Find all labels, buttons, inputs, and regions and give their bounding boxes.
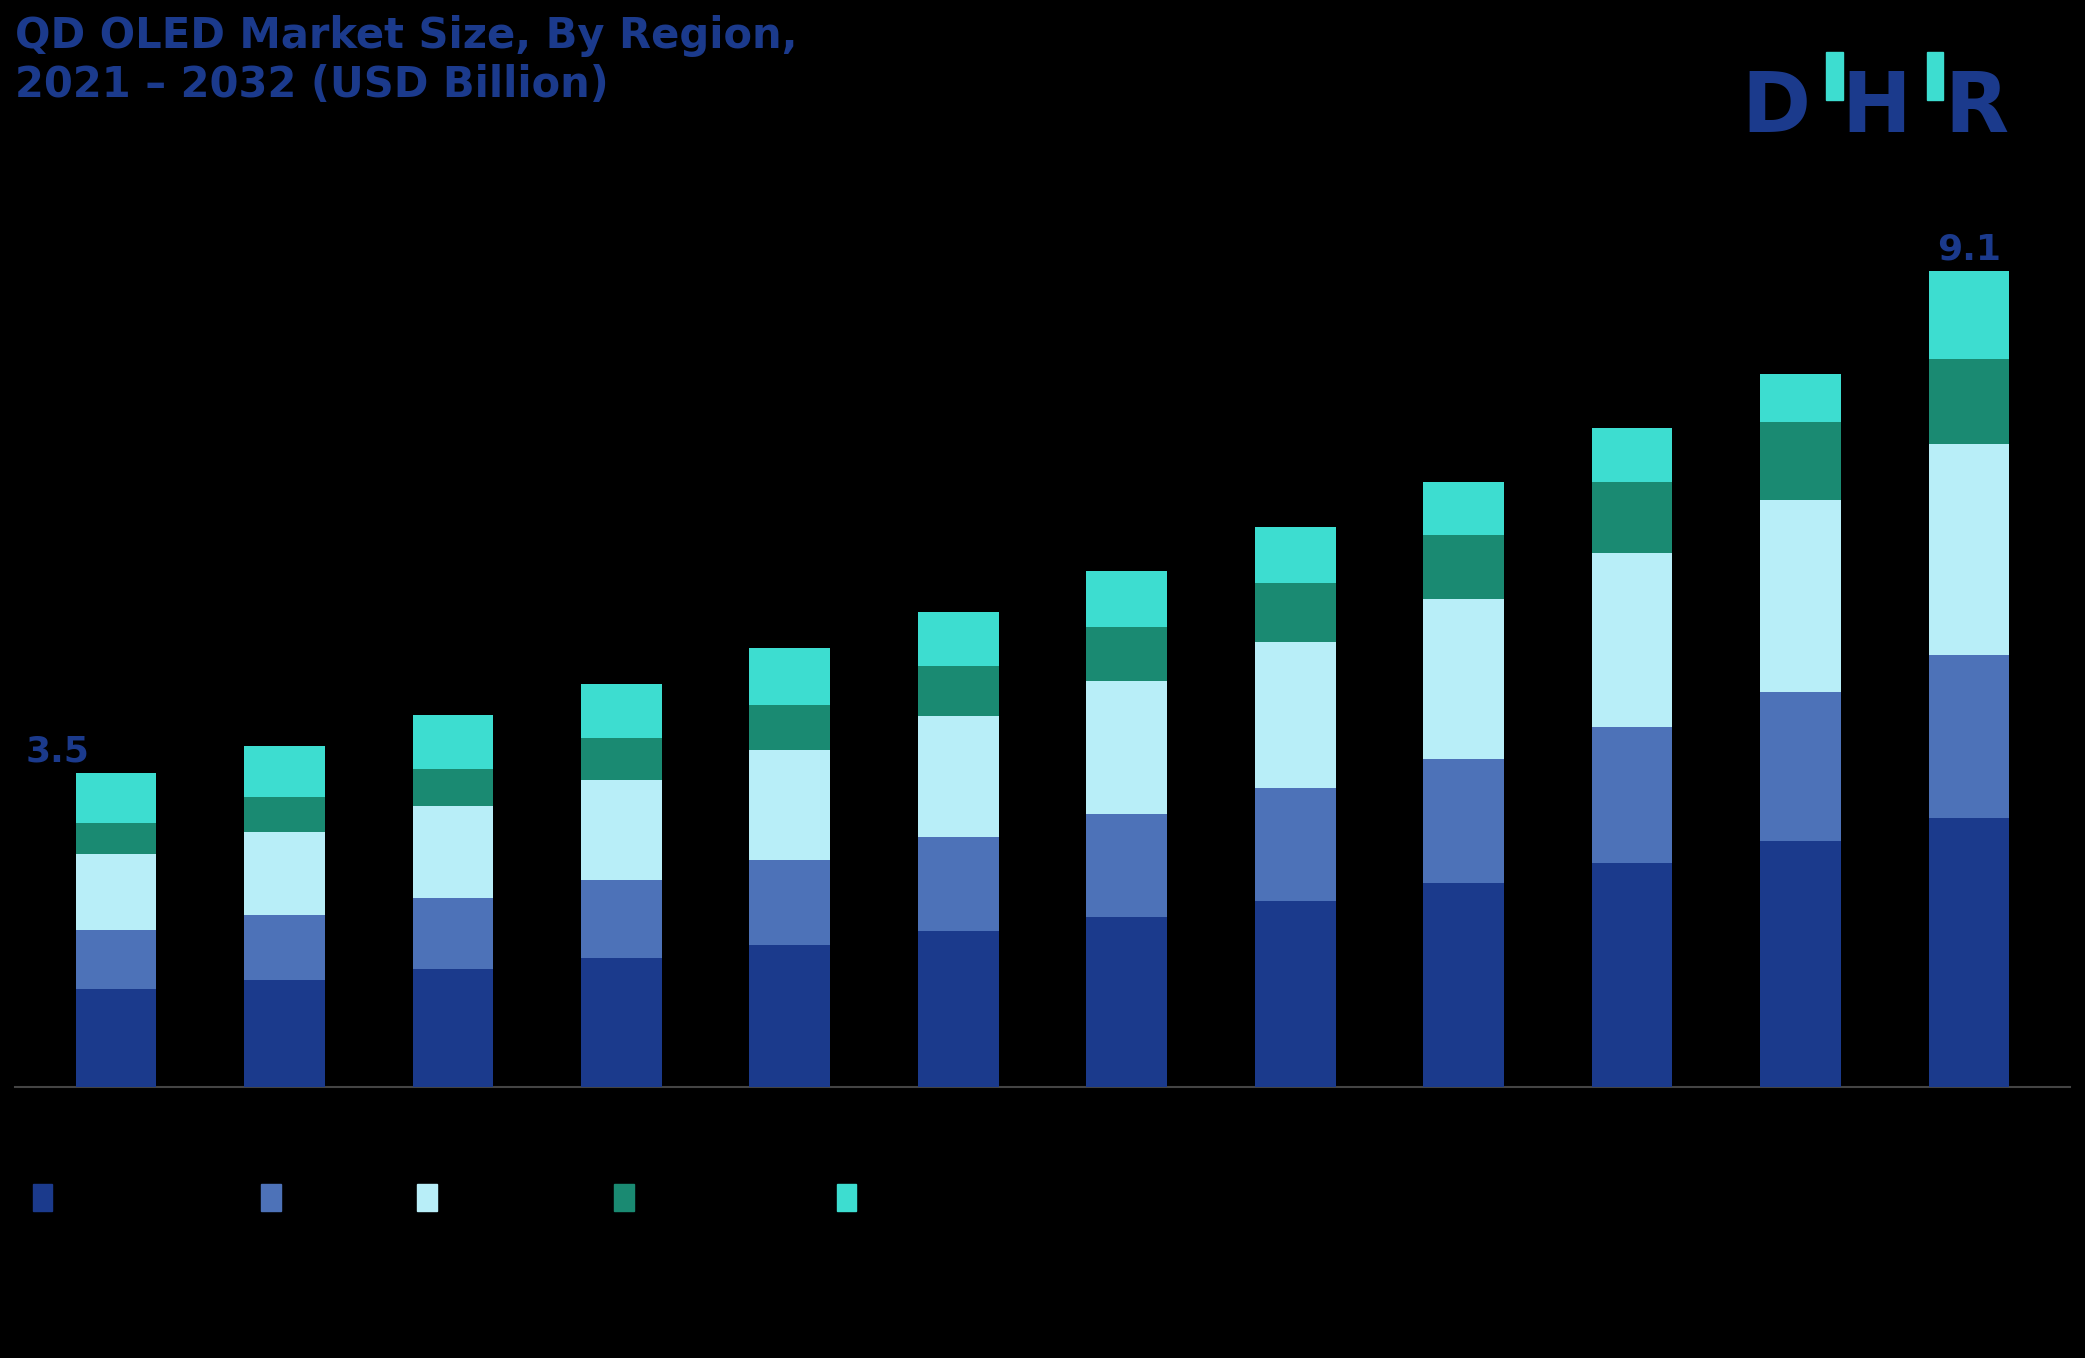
Bar [1591,862,1672,1088]
Bar [582,739,661,779]
Bar [1760,422,1841,501]
Bar [917,611,999,667]
Bar [1424,883,1503,1088]
Bar [582,957,661,1088]
Bar [582,880,661,957]
Bar [1826,52,1843,100]
Bar [1927,52,1943,100]
Bar [244,831,325,915]
Bar [1929,444,2010,655]
Bar [1760,693,1841,842]
Bar [1086,627,1168,680]
Bar [1929,655,2010,818]
Bar [1591,728,1672,862]
Bar [1929,270,2010,359]
Bar [1086,680,1168,813]
Bar [1760,373,1841,422]
Bar [582,683,661,739]
Bar [1591,553,1672,728]
Text: R: R [1945,68,2008,149]
Bar [413,807,494,898]
Bar [917,667,999,716]
Bar [244,915,325,979]
Bar [1086,917,1168,1088]
Bar [244,747,325,797]
Text: QD OLED Market Size, By Region,
2021 – 2032 (USD Billion): QD OLED Market Size, By Region, 2021 – 2… [15,15,796,106]
Bar [1255,642,1336,788]
Bar [75,773,156,823]
Bar [749,750,830,860]
Bar [75,854,156,930]
Text: 9.1: 9.1 [1937,232,2002,266]
Bar [749,860,830,945]
Bar [1424,599,1503,759]
Bar [1929,818,2010,1088]
Bar [413,968,494,1088]
Bar [749,705,830,750]
Bar [244,797,325,831]
Bar [1255,527,1336,583]
Bar [1424,759,1503,883]
Bar [75,930,156,989]
Bar [413,714,494,769]
Bar [582,779,661,880]
Bar [1591,482,1672,553]
Bar [1255,583,1336,642]
Bar [1591,428,1672,482]
Bar [1086,572,1168,627]
Bar [413,898,494,968]
Bar [75,989,156,1088]
Bar [1929,359,2010,444]
Text: 3.5: 3.5 [25,735,90,769]
Text: H: H [1841,68,1912,149]
Text: D: D [1741,68,1812,149]
Bar [1760,842,1841,1088]
Bar [413,769,494,807]
Bar [1255,788,1336,900]
Bar [917,716,999,837]
Bar [917,932,999,1088]
Bar [1760,501,1841,693]
Legend: North America, Europe, Asia Pacific, Latin America, Middle East & Africa: North America, Europe, Asia Pacific, Lat… [25,1176,1070,1219]
Bar [1086,813,1168,917]
Bar [244,979,325,1088]
Bar [749,945,830,1088]
Bar [749,648,830,705]
Bar [1424,482,1503,535]
Bar [75,823,156,854]
Bar [1255,900,1336,1088]
Bar [1424,535,1503,599]
Bar [917,837,999,932]
